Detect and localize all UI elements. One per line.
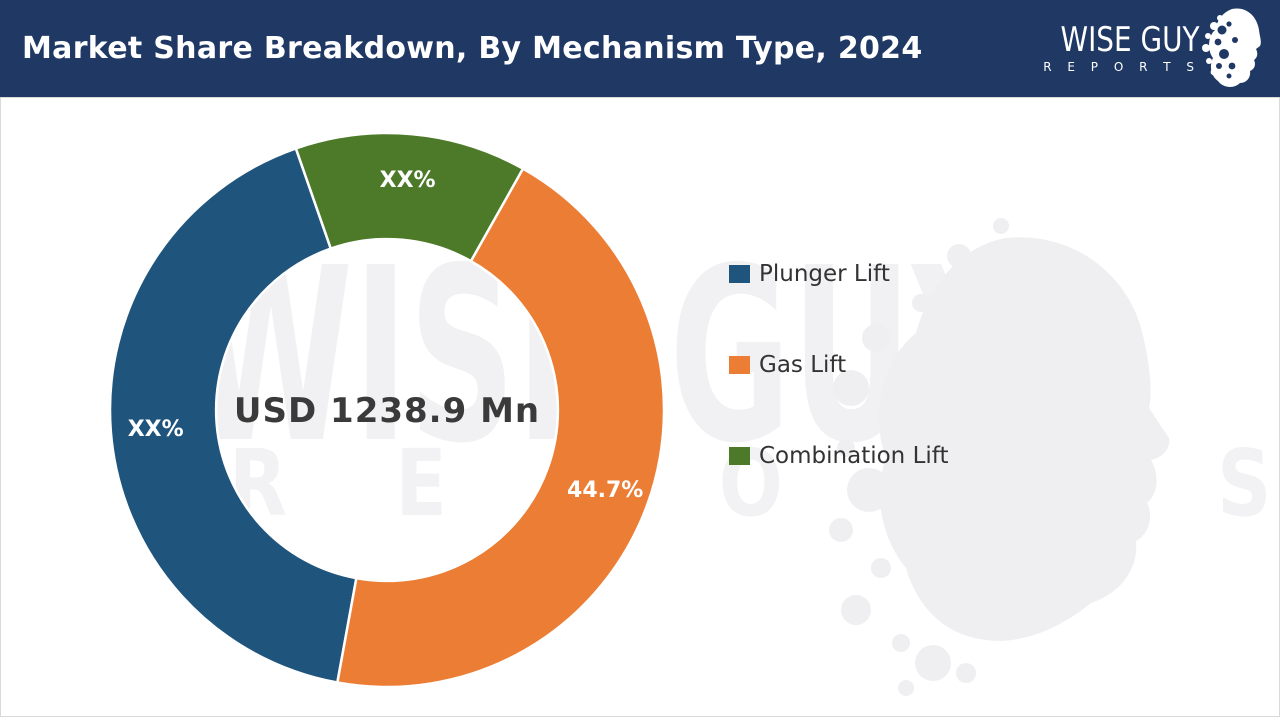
- chart-area: WISE GUY R E P O R T S XX% 44.7% XX% USD 1…: [0, 97, 1280, 717]
- donut-center-label: USD 1238.9 Mn: [233, 391, 541, 431]
- legend-swatch: [729, 265, 750, 283]
- logo-wordmark: WISE GUY: [1060, 20, 1200, 60]
- logo: WISE GUY R E P O R T S: [1030, 6, 1266, 92]
- logo-subtext: R E P O R T S: [1043, 60, 1200, 74]
- header: Market Share Breakdown, By Mechanism Typ…: [0, 0, 1280, 97]
- legend-swatch: [729, 447, 750, 465]
- legend-item-combination-lift[interactable]: Combination Lift: [729, 443, 948, 469]
- page-title: Market Share Breakdown, By Mechanism Typ…: [22, 31, 923, 66]
- legend-item-plunger-lift[interactable]: Plunger Lift: [729, 261, 948, 287]
- legend-label: Gas Lift: [759, 352, 847, 378]
- legend: Plunger Lift Gas Lift Combination Lift: [729, 261, 948, 469]
- donut-slice-plunger-lift[interactable]: [108, 147, 358, 684]
- donut-slice-combination-lift[interactable]: [294, 131, 525, 263]
- donut-chart: XX% 44.7% XX%: [108, 131, 666, 689]
- slice-label: XX%: [128, 417, 184, 442]
- legend-label: Plunger Lift: [759, 261, 890, 287]
- slice-label: XX%: [380, 168, 436, 193]
- legend-item-gas-lift[interactable]: Gas Lift: [729, 352, 948, 378]
- slice-label: 44.7%: [567, 478, 643, 503]
- watermark-face-icon: [829, 218, 1170, 696]
- donut-slice-gas-lift[interactable]: [336, 167, 666, 689]
- legend-label: Combination Lift: [759, 443, 949, 469]
- logo-face-icon: [1202, 7, 1261, 87]
- legend-swatch: [729, 356, 750, 374]
